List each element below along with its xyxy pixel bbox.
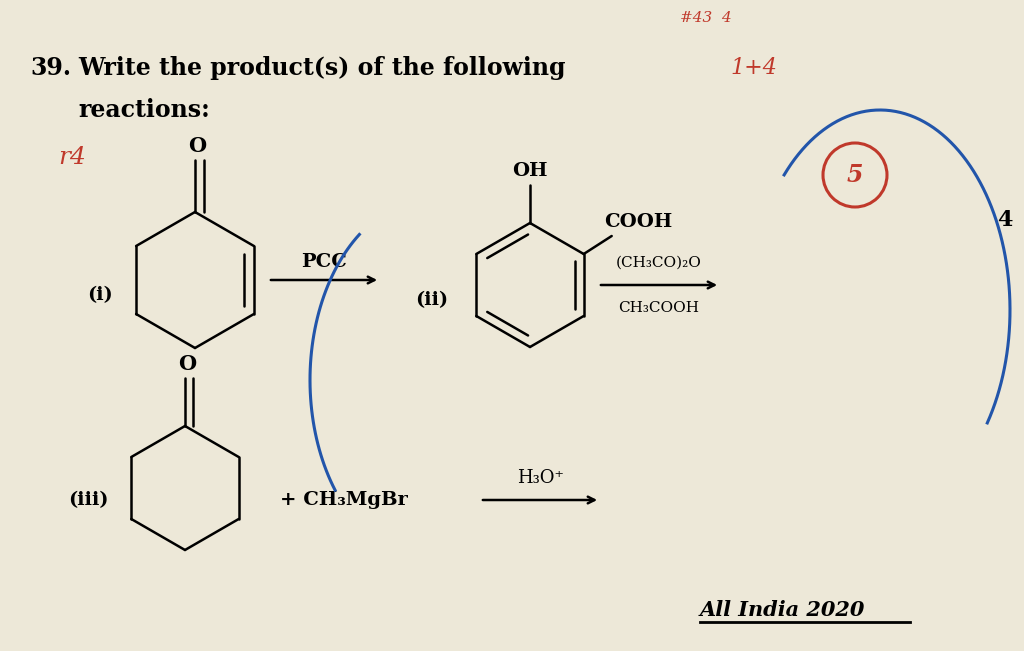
Text: #43  4: #43 4: [680, 11, 732, 25]
Text: (i): (i): [87, 286, 113, 304]
Text: CH₃COOH: CH₃COOH: [618, 301, 699, 315]
Text: (ii): (ii): [416, 291, 449, 309]
Text: COOH: COOH: [604, 213, 673, 231]
Text: All India 2020: All India 2020: [700, 600, 865, 620]
Text: (iii): (iii): [68, 491, 109, 509]
Text: r4: r4: [58, 146, 86, 169]
Text: 5: 5: [847, 163, 863, 187]
Text: Write the product(s) of the following: Write the product(s) of the following: [78, 56, 565, 80]
Text: reactions:: reactions:: [78, 98, 210, 122]
Text: O: O: [178, 354, 196, 374]
Text: 39.: 39.: [30, 56, 71, 80]
Text: OH: OH: [512, 162, 548, 180]
Text: 4: 4: [997, 209, 1013, 231]
Text: PCC: PCC: [301, 253, 347, 271]
Text: + CH₃MgBr: + CH₃MgBr: [280, 491, 408, 509]
Text: H₃O⁺: H₃O⁺: [516, 469, 563, 487]
Text: O: O: [188, 136, 206, 156]
Text: (CH₃CO)₂O: (CH₃CO)₂O: [616, 256, 701, 270]
Text: 1+4: 1+4: [730, 57, 777, 79]
